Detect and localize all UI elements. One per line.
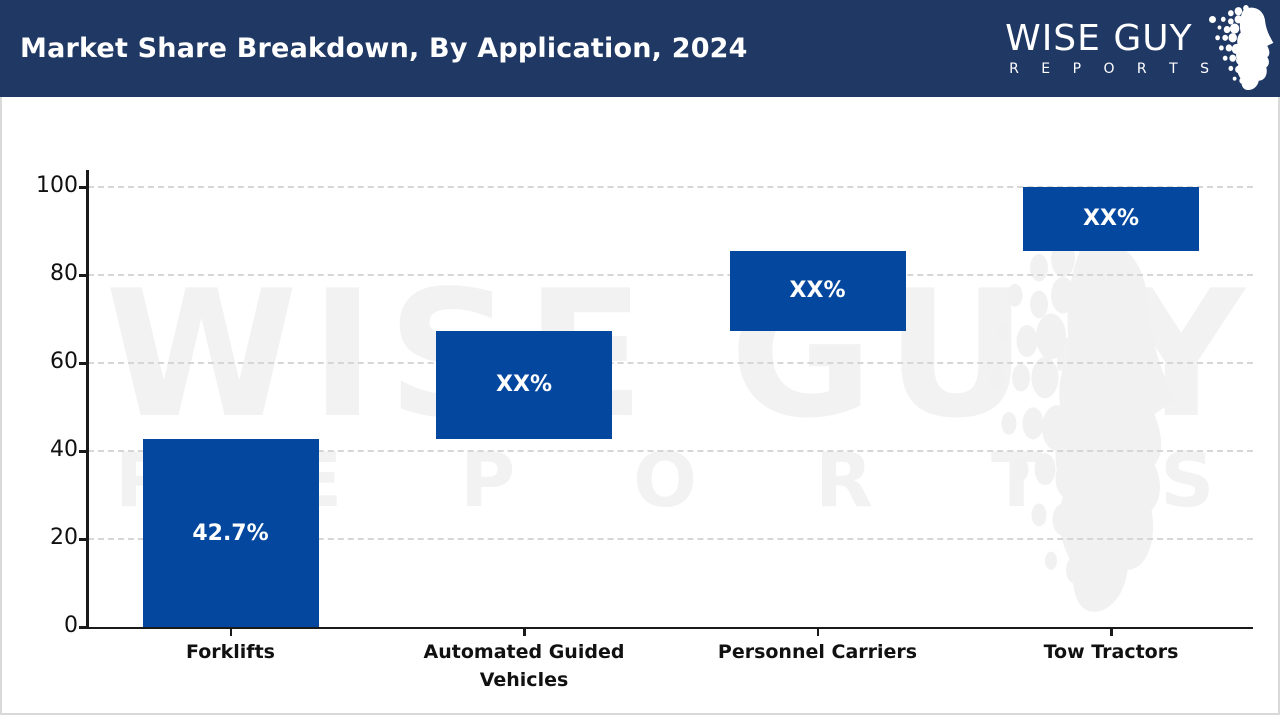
card-border-bottom [0,713,1280,715]
y-tick-mark [79,450,88,453]
bar-value-label: XX% [1083,206,1139,232]
x-category-label: Tow Tractors [1043,641,1179,663]
bar-segment: 42.7% [142,439,319,627]
gridline [88,538,1253,540]
y-tick-mark [79,538,88,541]
bar-value-label: XX% [789,278,846,304]
x-tick-mark [816,627,819,636]
logo-text: WISE GUY R E P O R T S [1005,17,1218,77]
gridline [88,362,1253,364]
gridline [88,450,1253,452]
gridline [88,186,1253,188]
x-axis-spine [86,626,1253,629]
page-title: Market Share Breakdown, By Application, … [20,33,748,64]
bar-value-label: 42.7% [192,520,269,546]
x-tick-mark [523,627,526,636]
y-tick-label: 0 [64,613,78,638]
x-category-label: Personnel Carriers [717,641,918,663]
y-tick-label: 20 [50,525,78,550]
y-tick-label: 80 [50,261,78,286]
y-tick-label: 60 [50,349,78,374]
logo-subtext: R E P O R T S [1009,60,1218,77]
gridline [88,274,1253,276]
y-tick-label: 100 [36,173,78,198]
y-axis-spine [86,170,89,629]
bar-segment: XX% [1023,187,1199,251]
watermark-head-icon [989,231,1174,612]
logo-wordmark: WISE GUY [1005,17,1193,59]
logo-dot [1209,16,1216,23]
header: Market Share Breakdown, By Application, … [0,0,1280,97]
bar-segment: XX% [436,330,612,440]
card-border-right [1278,97,1280,713]
bar-value-label: XX% [496,372,552,398]
logo-head-icon [1215,4,1274,90]
y-tick-label: 40 [50,437,78,462]
bar-segment: XX% [729,250,906,331]
x-category-label: Forklifts [186,641,275,663]
y-tick-mark [79,186,88,189]
y-tick-mark [79,274,88,277]
x-tick-mark [1110,627,1113,636]
y-tick-mark [79,626,88,629]
brand-logo: WISE GUY R E P O R T S [1005,0,1280,97]
x-tick-mark [229,627,232,636]
x-category-label: Automated Guided Vehicles [423,641,625,691]
y-tick-mark [79,362,88,365]
card-border-left [0,97,2,713]
